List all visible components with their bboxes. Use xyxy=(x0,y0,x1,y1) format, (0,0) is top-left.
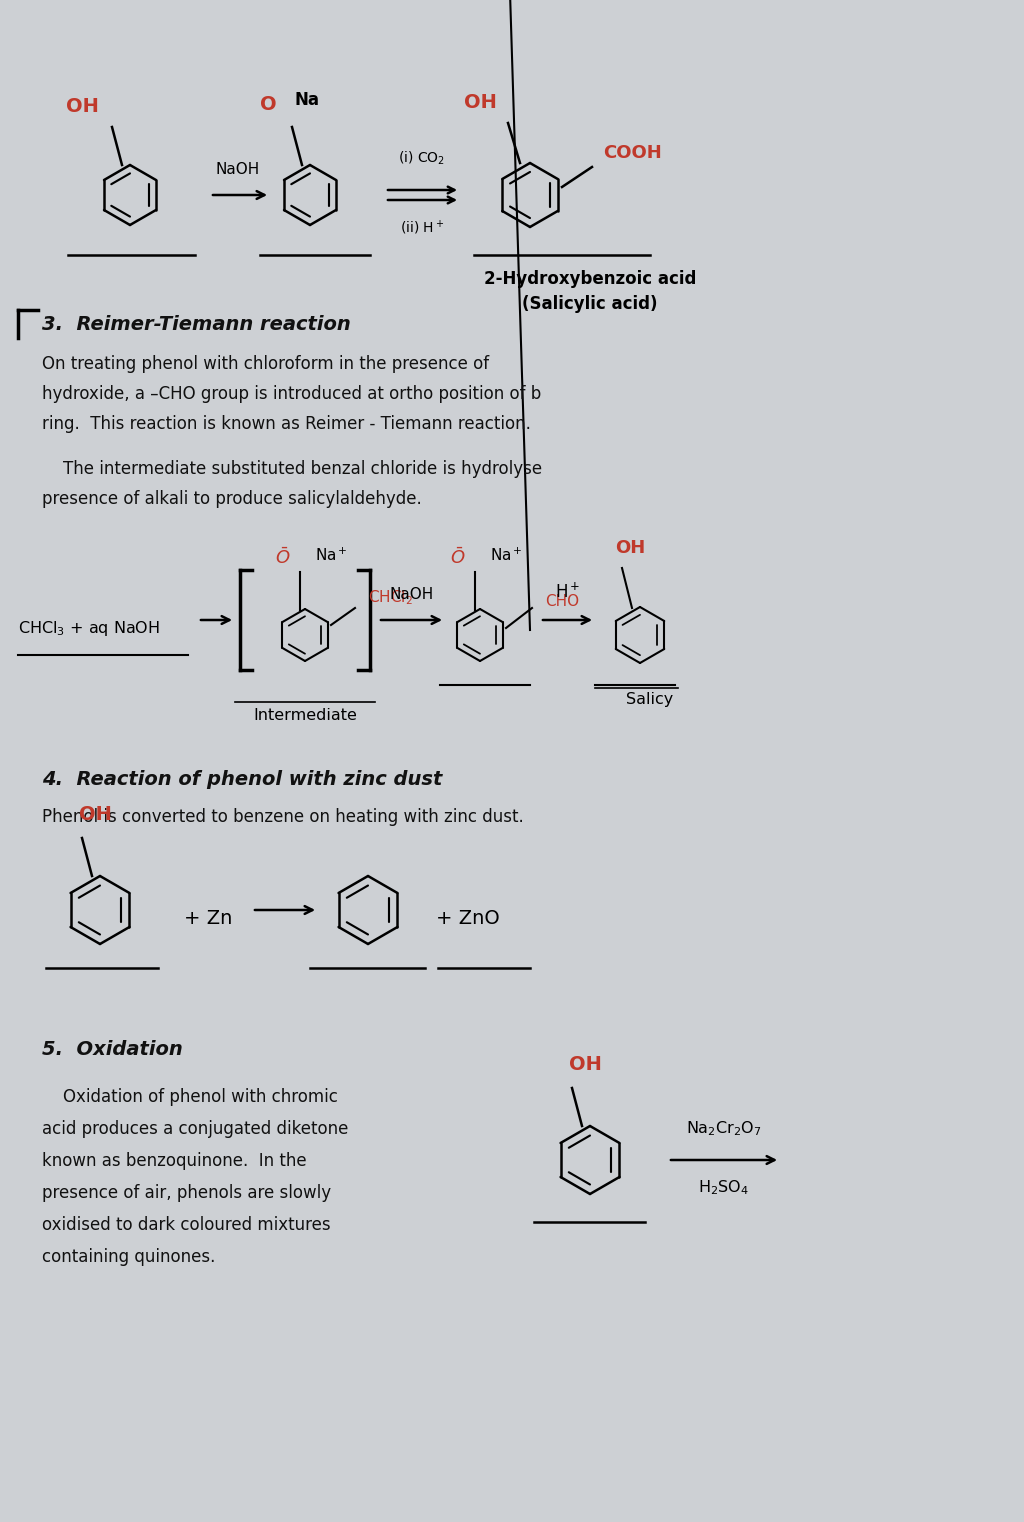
Text: Na$_2$Cr$_2$O$_7$: Na$_2$Cr$_2$O$_7$ xyxy=(686,1119,762,1138)
Text: 3.  Reimer-Tiemann reaction: 3. Reimer-Tiemann reaction xyxy=(42,315,351,335)
Text: 4.  Reaction of phenol with zinc dust: 4. Reaction of phenol with zinc dust xyxy=(42,770,442,788)
Text: oxidised to dark coloured mixtures: oxidised to dark coloured mixtures xyxy=(42,1216,331,1234)
Text: Oxidation of phenol with chromic: Oxidation of phenol with chromic xyxy=(42,1088,338,1106)
Text: The intermediate substituted benzal chloride is hydrolyse: The intermediate substituted benzal chlo… xyxy=(42,460,542,478)
Text: O: O xyxy=(260,96,276,114)
Text: COOH: COOH xyxy=(603,145,662,161)
Text: 5.  Oxidation: 5. Oxidation xyxy=(42,1040,182,1059)
Text: (Salicylic acid): (Salicylic acid) xyxy=(522,295,657,314)
Text: 2-Hydroxybenzoic acid: 2-Hydroxybenzoic acid xyxy=(483,269,696,288)
Text: OH: OH xyxy=(464,93,497,113)
Text: (i) CO$_2$: (i) CO$_2$ xyxy=(398,149,445,167)
Text: (ii) H$^+$: (ii) H$^+$ xyxy=(399,219,444,237)
Text: presence of alkali to produce salicylaldehyde.: presence of alkali to produce salicylald… xyxy=(42,490,422,508)
Text: acid produces a conjugated diketone: acid produces a conjugated diketone xyxy=(42,1120,348,1138)
Text: known as benzoquinone.  In the: known as benzoquinone. In the xyxy=(42,1152,306,1170)
Text: CHCl$_3$ + aq NaOH: CHCl$_3$ + aq NaOH xyxy=(18,618,160,638)
Text: ring.  This reaction is known as Reimer - Tiemann reaction.: ring. This reaction is known as Reimer -… xyxy=(42,416,530,432)
Text: OH: OH xyxy=(79,805,112,825)
Text: On treating phenol with chloroform in the presence of: On treating phenol with chloroform in th… xyxy=(42,355,489,373)
Text: OH: OH xyxy=(614,539,645,557)
Text: + ZnO: + ZnO xyxy=(436,909,500,927)
Text: Phenol is converted to benzene on heating with zinc dust.: Phenol is converted to benzene on heatin… xyxy=(42,808,523,826)
Text: Intermediate: Intermediate xyxy=(253,708,357,723)
Text: $\bar{O}$: $\bar{O}$ xyxy=(451,548,466,568)
Text: Salicy: Salicy xyxy=(627,693,674,708)
Text: Na: Na xyxy=(295,91,319,110)
Text: + Zn: + Zn xyxy=(184,909,232,927)
Text: H$_2$SO$_4$: H$_2$SO$_4$ xyxy=(698,1178,750,1196)
Text: presence of air, phenols are slowly: presence of air, phenols are slowly xyxy=(42,1184,331,1202)
Text: $\bar{O}$: $\bar{O}$ xyxy=(275,548,291,568)
Text: NaOH: NaOH xyxy=(390,587,434,603)
Text: OH: OH xyxy=(66,97,98,117)
Text: containing quinones.: containing quinones. xyxy=(42,1248,215,1266)
Text: OH: OH xyxy=(568,1055,601,1075)
Text: NaOH: NaOH xyxy=(216,161,260,177)
Text: CHCl$_2$: CHCl$_2$ xyxy=(368,589,413,607)
Text: Na$^+$: Na$^+$ xyxy=(315,546,348,563)
Text: H$^+$: H$^+$ xyxy=(555,583,581,603)
Text: Na$^+$: Na$^+$ xyxy=(490,546,523,563)
Text: CHO: CHO xyxy=(545,595,579,609)
Text: hydroxide, a –CHO group is introduced at ortho position of b: hydroxide, a –CHO group is introduced at… xyxy=(42,385,542,403)
